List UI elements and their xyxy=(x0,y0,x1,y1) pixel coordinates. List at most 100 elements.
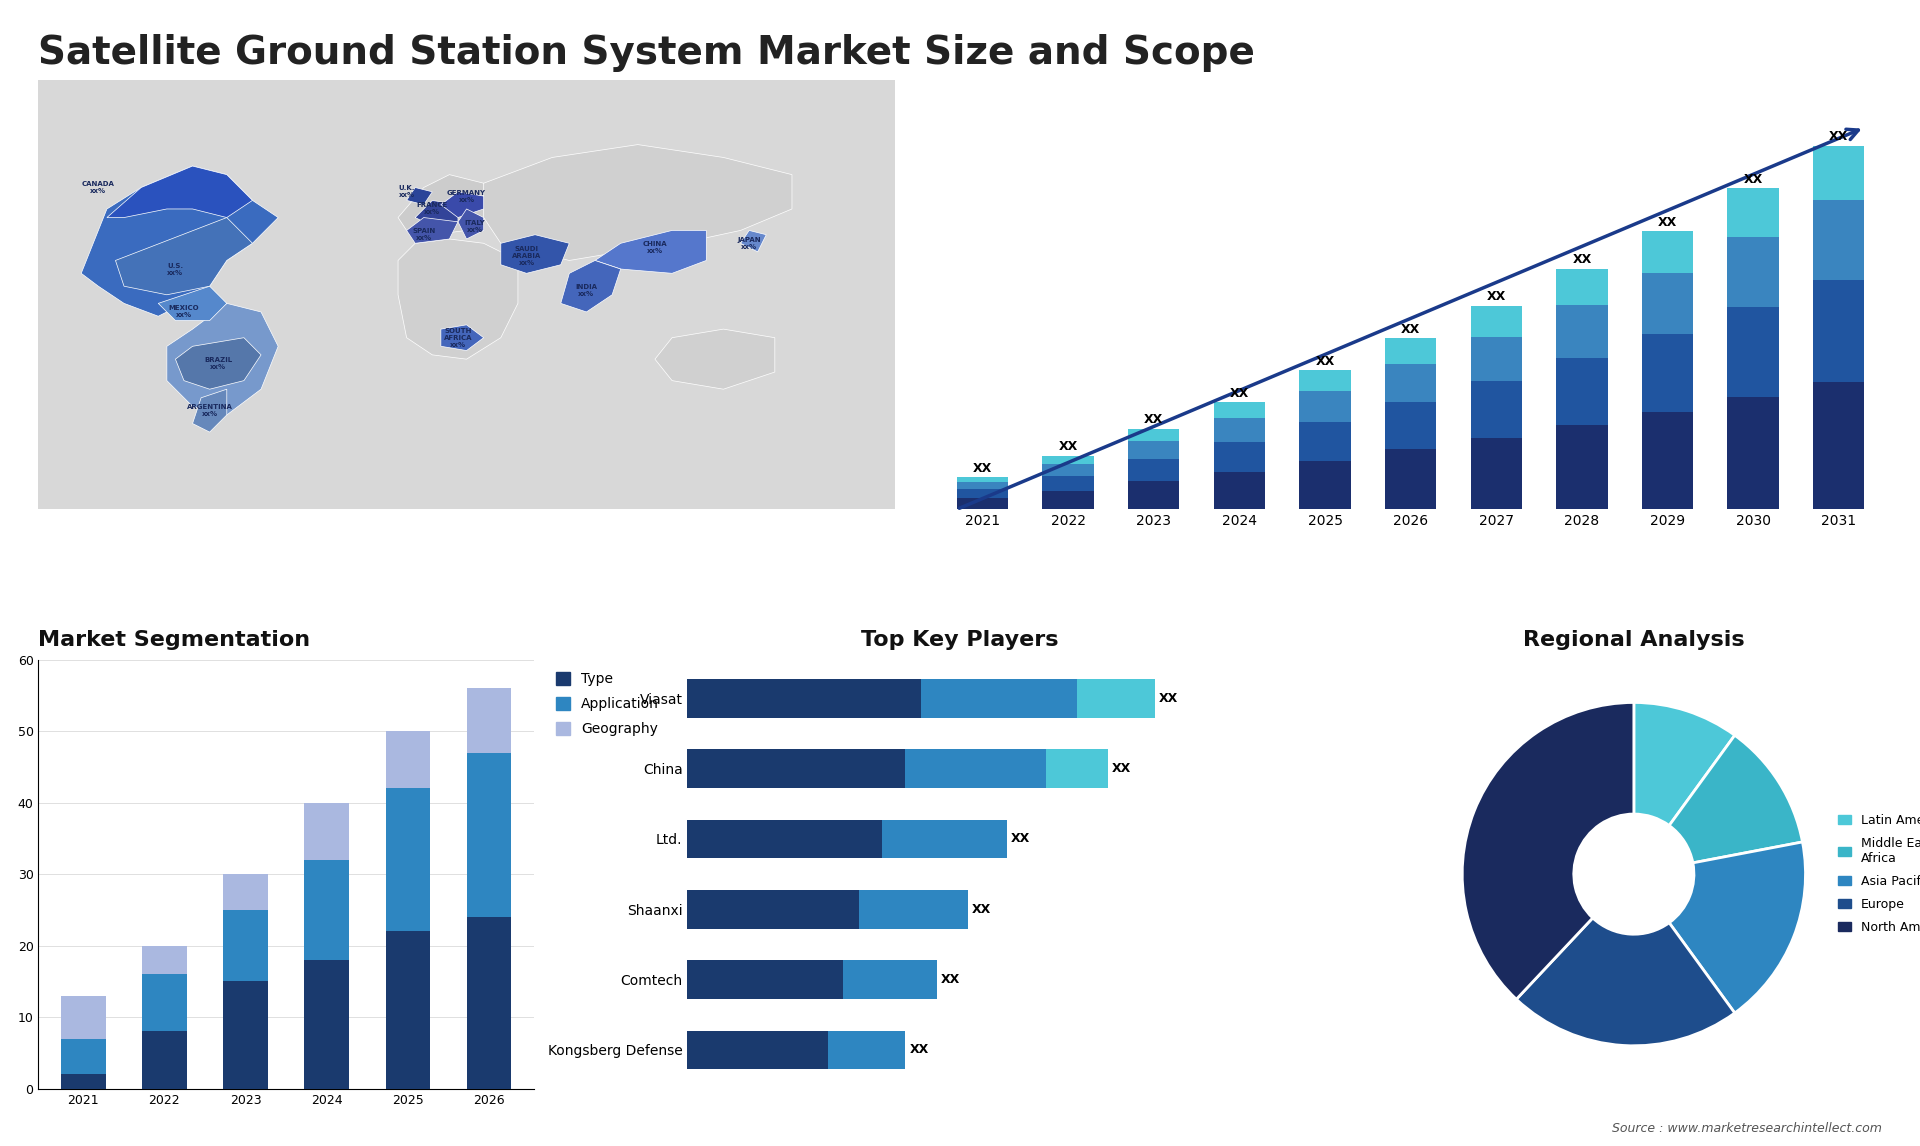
Bar xyxy=(1642,273,1693,335)
Bar xyxy=(467,917,511,1089)
Bar xyxy=(1300,370,1350,391)
Bar xyxy=(1642,413,1693,509)
Bar xyxy=(687,680,922,717)
Bar xyxy=(1043,456,1094,464)
Polygon shape xyxy=(397,174,501,235)
Bar xyxy=(1213,402,1265,418)
Bar xyxy=(1043,476,1094,490)
Bar xyxy=(1642,335,1693,413)
Text: SOUTH
AFRICA
xx%: SOUTH AFRICA xx% xyxy=(444,328,472,347)
Text: XX: XX xyxy=(973,462,993,474)
Polygon shape xyxy=(561,260,620,312)
Bar xyxy=(386,788,430,932)
Bar xyxy=(1471,306,1523,337)
Wedge shape xyxy=(1463,702,1634,999)
Text: BRAZIL
xx%: BRAZIL xx% xyxy=(204,356,232,370)
Polygon shape xyxy=(407,218,459,243)
Bar xyxy=(687,890,858,928)
Polygon shape xyxy=(108,166,252,218)
Text: Source : www.marketresearchintellect.com: Source : www.marketresearchintellect.com xyxy=(1611,1122,1882,1135)
Bar xyxy=(386,932,430,1089)
Text: GERMANY
xx%: GERMANY xx% xyxy=(447,189,486,203)
Bar xyxy=(1384,401,1436,449)
Bar xyxy=(223,874,269,910)
Bar xyxy=(467,688,511,753)
Bar xyxy=(1043,490,1094,509)
Bar xyxy=(305,960,349,1089)
Bar xyxy=(922,680,1077,717)
Text: XX: XX xyxy=(910,1043,929,1057)
Text: JAPAN
xx%: JAPAN xx% xyxy=(737,237,760,250)
Bar xyxy=(1213,418,1265,442)
Bar xyxy=(1728,397,1778,509)
Wedge shape xyxy=(1517,918,1736,1046)
Bar xyxy=(1642,231,1693,273)
Bar xyxy=(223,981,269,1089)
Text: U.S.
xx%: U.S. xx% xyxy=(167,262,184,275)
Text: XX: XX xyxy=(1229,386,1250,400)
Bar xyxy=(305,802,349,860)
Bar xyxy=(1213,472,1265,509)
Bar xyxy=(1213,442,1265,472)
Legend: Latin America, Middle East &
Africa, Asia Pacific, Europe, North America: Latin America, Middle East & Africa, Asi… xyxy=(1834,809,1920,939)
Text: XX: XX xyxy=(1486,290,1505,304)
Title: Top Key Players: Top Key Players xyxy=(862,629,1058,650)
Wedge shape xyxy=(1634,702,1736,825)
Text: SPAIN
xx%: SPAIN xx% xyxy=(413,228,436,241)
Polygon shape xyxy=(459,209,484,240)
Polygon shape xyxy=(442,191,484,218)
Bar xyxy=(1384,338,1436,364)
Bar xyxy=(1812,146,1864,201)
Bar xyxy=(1557,305,1607,358)
Bar xyxy=(142,945,186,974)
Bar xyxy=(1129,481,1179,509)
Wedge shape xyxy=(1668,842,1805,1013)
Text: INDIA
xx%: INDIA xx% xyxy=(576,284,597,297)
Polygon shape xyxy=(192,390,227,432)
Polygon shape xyxy=(415,201,459,226)
Bar xyxy=(61,996,106,1038)
Bar xyxy=(386,731,430,788)
Text: ARGENTINA
xx%: ARGENTINA xx% xyxy=(186,405,232,417)
Bar xyxy=(687,749,906,788)
Polygon shape xyxy=(407,188,432,205)
Bar xyxy=(1129,458,1179,481)
Bar xyxy=(223,910,269,981)
Text: CHINA
xx%: CHINA xx% xyxy=(643,241,668,254)
Text: XX: XX xyxy=(1657,215,1678,228)
Text: XX: XX xyxy=(1402,322,1421,336)
Bar xyxy=(61,1075,106,1089)
Text: XX: XX xyxy=(1058,440,1077,453)
Bar xyxy=(858,890,968,928)
Polygon shape xyxy=(655,329,776,390)
Text: XX: XX xyxy=(1112,762,1131,775)
Polygon shape xyxy=(157,286,227,321)
Text: XX: XX xyxy=(1158,692,1177,705)
Polygon shape xyxy=(175,338,261,390)
Polygon shape xyxy=(81,166,278,316)
Text: ITALY
xx%: ITALY xx% xyxy=(465,220,486,233)
Bar xyxy=(1471,382,1523,438)
Bar xyxy=(956,482,1008,489)
Bar xyxy=(1300,461,1350,509)
Bar xyxy=(956,477,1008,482)
Bar xyxy=(1129,441,1179,458)
Polygon shape xyxy=(595,230,707,274)
Bar xyxy=(1384,364,1436,401)
Bar xyxy=(1077,680,1154,717)
Text: XX: XX xyxy=(1315,354,1334,368)
Legend: Type, Application, Geography: Type, Application, Geography xyxy=(551,667,664,741)
Bar xyxy=(1557,268,1607,305)
Polygon shape xyxy=(484,144,791,260)
Bar xyxy=(906,749,1046,788)
Bar xyxy=(956,489,1008,499)
Text: XX: XX xyxy=(1010,832,1029,846)
Bar xyxy=(687,1030,828,1069)
Bar xyxy=(1471,438,1523,509)
Bar xyxy=(305,860,349,960)
Bar xyxy=(687,819,881,858)
Text: MEXICO
xx%: MEXICO xx% xyxy=(169,306,200,319)
Text: XX: XX xyxy=(1144,414,1164,426)
Text: Satellite Ground Station System Market Size and Scope: Satellite Ground Station System Market S… xyxy=(38,34,1256,72)
Bar xyxy=(1812,382,1864,509)
